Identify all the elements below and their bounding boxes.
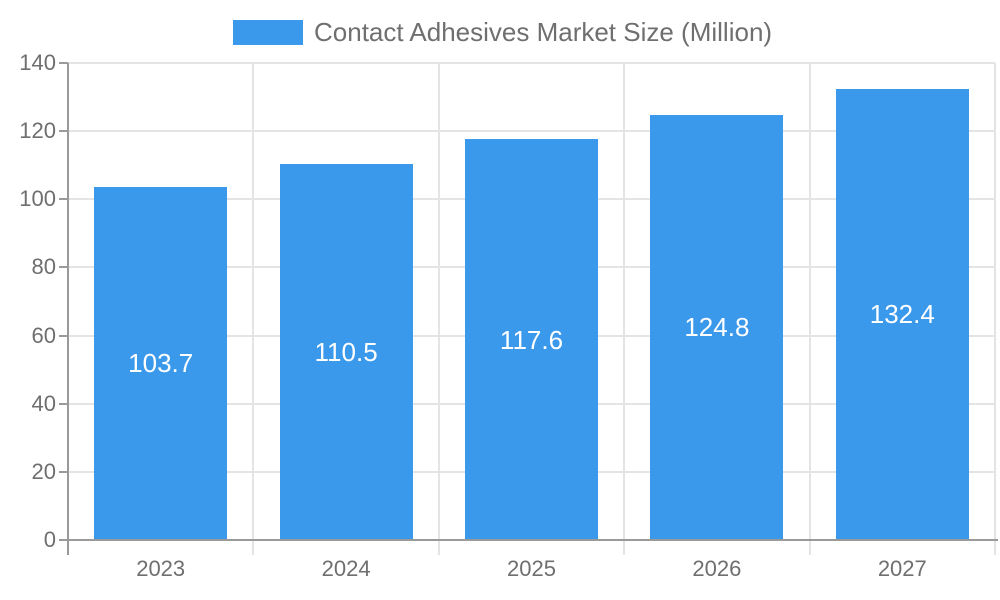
y-axis-tick-mark <box>59 402 68 405</box>
bar[interactable] <box>94 186 227 540</box>
y-axis-tick-label: 140 <box>19 50 56 75</box>
legend-label: Contact Adhesives Market Size (Million) <box>314 17 773 47</box>
legend-item[interactable]: Contact Adhesives Market Size (Million) <box>233 19 772 46</box>
gridline-vertical <box>808 63 811 555</box>
y-axis-tick-mark <box>59 470 68 473</box>
bar-value-label: 132.4 <box>869 299 935 330</box>
gridline-horizontal <box>68 130 995 133</box>
x-axis-tick-label: 2024 <box>321 556 371 581</box>
bar[interactable] <box>650 114 783 540</box>
x-axis-tick-label: 2025 <box>507 556 556 581</box>
y-axis-tick-mark <box>59 334 68 337</box>
bar[interactable] <box>280 163 413 540</box>
legend-swatch <box>233 20 303 45</box>
x-axis-tick-label: 2027 <box>877 556 927 581</box>
y-axis-tick-label: 100 <box>19 186 56 212</box>
bar[interactable] <box>465 139 598 540</box>
y-axis-tick-label: 80 <box>31 254 56 280</box>
y-axis-tick-label: 60 <box>31 322 56 348</box>
bar-value-label: 110.5 <box>314 336 378 367</box>
bar-value-label: 117.6 <box>499 324 564 355</box>
x-axis-tick-label: 2023 <box>136 556 186 581</box>
y-axis-tick-mark <box>59 266 68 269</box>
bar[interactable] <box>836 88 969 540</box>
y-axis-tick-label: 120 <box>19 118 56 144</box>
y-axis-tick-mark <box>59 130 68 133</box>
y-axis-line <box>67 63 69 555</box>
x-axis-line <box>59 539 998 541</box>
y-axis-tick-mark <box>59 62 68 64</box>
y-axis-tick-label: 20 <box>31 458 56 484</box>
gridline-vertical <box>623 63 626 555</box>
gridline-vertical <box>994 63 996 555</box>
bar-value-label: 124.8 <box>684 312 750 343</box>
y-axis-tick-mark <box>59 198 68 201</box>
gridline-vertical <box>252 63 255 555</box>
bar-value-label: 103.7 <box>128 348 194 379</box>
gridline-horizontal <box>68 62 995 64</box>
y-axis-tick-label: 40 <box>31 390 56 416</box>
gridline-vertical <box>437 63 440 555</box>
y-axis-tick-label: 0 <box>43 527 56 552</box>
x-axis-tick-label: 2026 <box>692 556 742 581</box>
